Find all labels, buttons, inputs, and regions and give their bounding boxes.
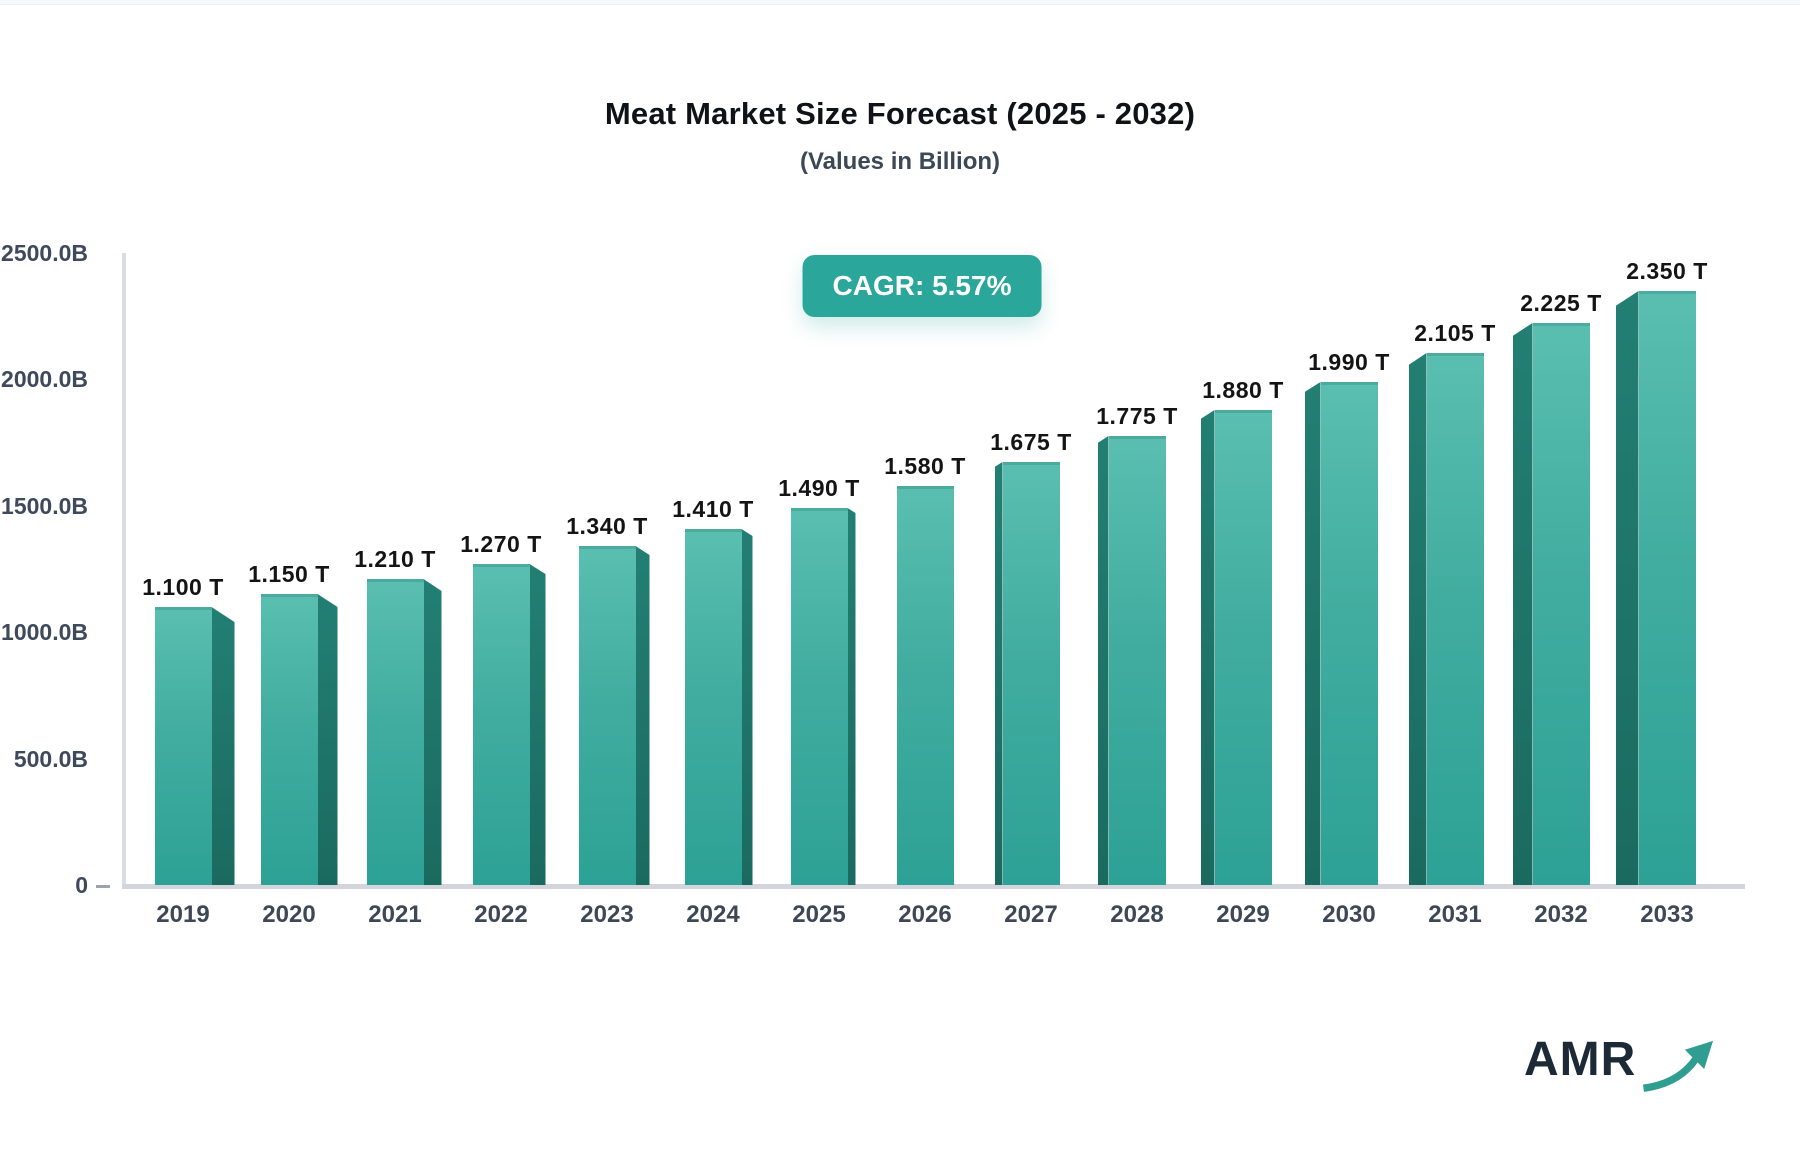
bar-value-label-2029: 1.880 T: [1202, 377, 1284, 403]
bar-main-face-2022: [472, 564, 530, 885]
x-axis-label-2029: 2029: [1216, 901, 1270, 928]
bar-main-face-2025: [790, 508, 848, 885]
bar-side-face-2033: [1615, 291, 1639, 885]
bar-main-face-2029: [1214, 410, 1272, 885]
bar-value-label-2030: 1.990 T: [1308, 349, 1390, 375]
bar-value-label-2021: 1.210 T: [354, 546, 436, 572]
bar-main-face-2028: [1108, 436, 1166, 885]
x-axis-label-2031: 2031: [1428, 901, 1482, 928]
y-axis-tick-label: 1000.0B: [1, 619, 88, 646]
trend-up-arrow-icon: [1642, 1040, 1714, 1092]
bar-side-face-2028: [1097, 436, 1109, 885]
bar-main-face-2031: [1426, 353, 1484, 885]
x-axis-label-2033: 2033: [1640, 901, 1694, 928]
x-axis-label-2021: 2021: [368, 901, 422, 928]
bar-main-face-2032: [1532, 323, 1590, 885]
amr-logo: AMR: [1524, 1032, 1724, 1102]
bar-value-label-2027: 1.675 T: [990, 429, 1072, 455]
cagr-badge: CAGR: 5.57%: [802, 255, 1042, 317]
bar-value-label-2028: 1.775 T: [1096, 403, 1178, 429]
x-axis-line: [122, 884, 1745, 889]
y-axis-line: [122, 253, 126, 886]
bar-side-face-2025: [847, 508, 856, 885]
bar-main-face-2021: [366, 579, 424, 885]
bar-side-face-2022: [529, 564, 546, 885]
bar-value-label-2025: 1.490 T: [778, 475, 860, 501]
bar-side-face-2024: [741, 529, 753, 885]
bar-value-label-2024: 1.410 T: [672, 496, 754, 522]
bar-side-face-2027: [994, 462, 1003, 885]
zero-tick-mark: [96, 885, 110, 888]
bar-main-face-2027: [1002, 462, 1060, 885]
bar-main-face-2033: [1638, 291, 1696, 885]
x-axis-label-2024: 2024: [686, 901, 740, 928]
chart-title: Meat Market Size Forecast (2025 - 2032): [604, 96, 1196, 131]
x-axis-label-2028: 2028: [1110, 901, 1164, 928]
bar-main-face-2026: [896, 486, 954, 885]
chart-subtitle: (Values in Billion): [799, 148, 1001, 175]
x-axis-label-2030: 2030: [1322, 901, 1376, 928]
bar-main-face-2019: [154, 607, 212, 885]
y-axis-tick-label: 0: [75, 872, 88, 898]
bar-value-label-2033: 2.350 T: [1626, 258, 1708, 284]
x-axis-label-2026: 2026: [898, 901, 952, 928]
bar-value-label-2022: 1.270 T: [460, 531, 542, 557]
bar-value-label-2032: 2.225 T: [1520, 290, 1602, 316]
amr-logo-text: AMR: [1524, 1033, 1637, 1086]
x-axis-label-2020: 2020: [262, 901, 316, 928]
bar-main-face-2030: [1320, 382, 1378, 885]
bar-side-face-2031: [1408, 353, 1427, 885]
bar-side-face-2032: [1512, 323, 1533, 885]
bar-side-face-2021: [423, 579, 442, 885]
y-axis-tick-label: 2500.0B: [1, 240, 88, 266]
x-axis-label-2022: 2022: [474, 901, 528, 928]
x-axis-label-2023: 2023: [580, 901, 634, 928]
y-axis-tick-label: 2000.0B: [1, 366, 88, 393]
x-axis-label-2019: 2019: [156, 901, 210, 928]
y-axis-tick-label: 1500.0B: [1, 492, 88, 519]
bar-value-label-2026: 1.580 T: [884, 453, 966, 479]
bar-side-face-2019: [211, 607, 235, 885]
bar-side-face-2020: [317, 594, 338, 885]
bar-side-face-2023: [635, 546, 650, 885]
bar-main-face-2024: [684, 529, 742, 885]
bar-main-face-2020: [260, 594, 318, 885]
bar-main-face-2023: [578, 546, 636, 885]
bar-side-face-2030: [1304, 382, 1321, 885]
y-axis-tick-label: 500.0B: [13, 745, 88, 772]
bar-value-label-2031: 2.105 T: [1414, 320, 1496, 346]
bar-value-label-2023: 1.340 T: [566, 513, 648, 539]
x-axis-label-2032: 2032: [1534, 901, 1588, 928]
x-axis-label-2027: 2027: [1004, 901, 1058, 928]
page-top-divider: [0, 0, 1800, 5]
bar-value-label-2020: 1.150 T: [248, 561, 330, 587]
x-axis-label-2025: 2025: [792, 901, 846, 928]
bar-side-face-2029: [1200, 410, 1215, 885]
bar-value-label-2019: 1.100 T: [142, 574, 224, 600]
